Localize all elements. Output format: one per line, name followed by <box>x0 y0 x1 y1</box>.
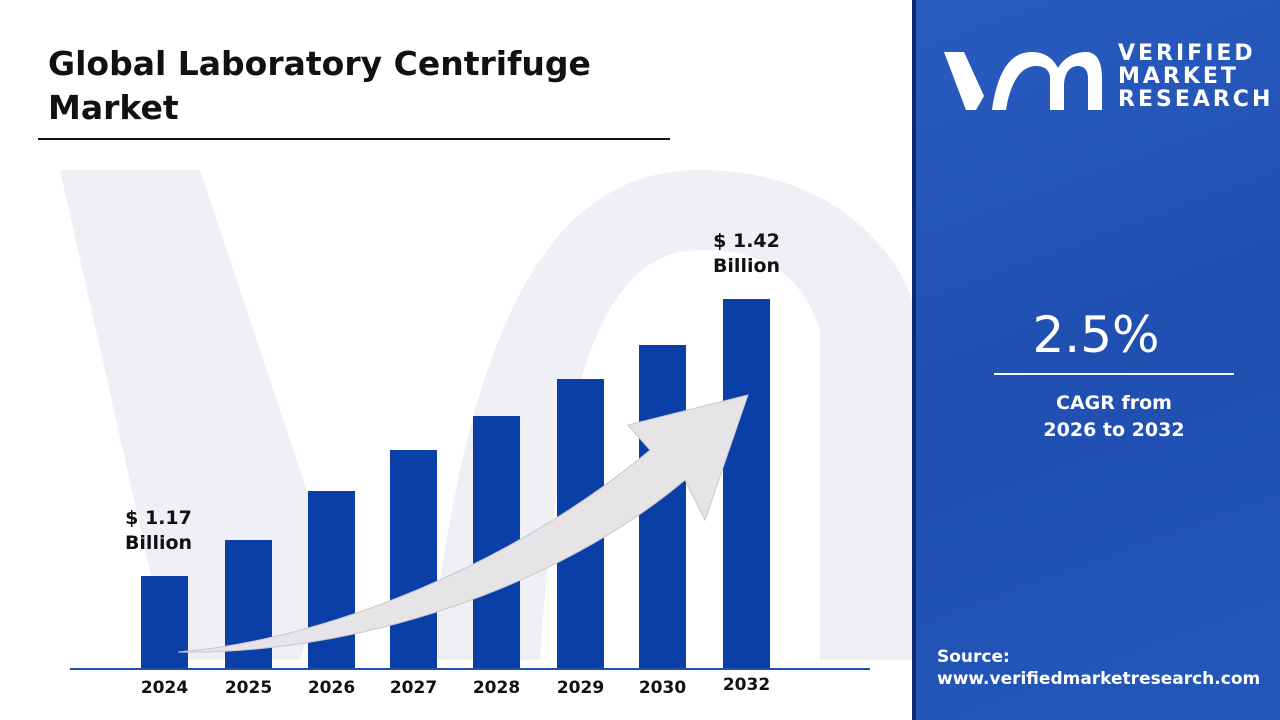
page-title: Global Laboratory Centrifuge Market <box>48 44 591 127</box>
x-tick-label: 2025 <box>225 678 272 698</box>
sidebar: VERIFIED MARKET RESEARCH 2.5% CAGR from … <box>912 0 1280 720</box>
cagr-label-line: CAGR from <box>1056 392 1172 414</box>
trend-arrow-icon <box>177 394 749 653</box>
x-tick-label: 2024 <box>141 678 188 698</box>
x-tick-label: 2027 <box>390 678 437 698</box>
cagr-value: 2.5% <box>1032 306 1160 364</box>
chart-panel: Global Laboratory Centrifuge Market 2024… <box>38 44 912 698</box>
bar-2027 <box>390 450 437 668</box>
x-tick-label: 2030 <box>639 678 686 698</box>
data-label-unit: Billion <box>713 255 780 277</box>
cagr-label-line: 2026 to 2032 <box>1043 419 1185 441</box>
logo-line: RESEARCH <box>1118 87 1274 112</box>
title-divider <box>38 138 670 140</box>
source-url[interactable]: www.verifiedmarketresearch.com <box>937 669 1261 689</box>
sidebar-edge <box>912 0 916 720</box>
source: Source: www.verifiedmarketresearch.com <box>937 646 1260 690</box>
bar-2024 <box>141 576 188 668</box>
x-tick-label: 2029 <box>557 678 604 698</box>
logo-line: VERIFIED <box>1118 41 1256 66</box>
vmr-logo: VERIFIED MARKET RESEARCH <box>942 40 1270 120</box>
x-tick-label: 2028 <box>473 678 520 698</box>
x-tick-label: 2026 <box>308 678 355 698</box>
data-label-value: $ 1.42 <box>713 230 780 252</box>
x-tick-label: 2032 <box>723 675 770 695</box>
bar-2032 <box>723 299 770 668</box>
cagr-divider <box>994 373 1234 375</box>
logo-mark-icon <box>944 52 1102 110</box>
source-label: Source: <box>937 647 1010 667</box>
logo-line: MARKET <box>1118 64 1239 89</box>
data-label-unit: Billion <box>125 532 192 554</box>
bar-chart: 2024 2025 2026 2027 2028 2029 2030 2032 $ 1.17 Bi… <box>70 230 870 698</box>
cagr-label: CAGR from 2026 to 2032 <box>994 390 1234 444</box>
bar-2028 <box>473 416 520 668</box>
data-label-value: $ 1.17 <box>125 507 192 529</box>
